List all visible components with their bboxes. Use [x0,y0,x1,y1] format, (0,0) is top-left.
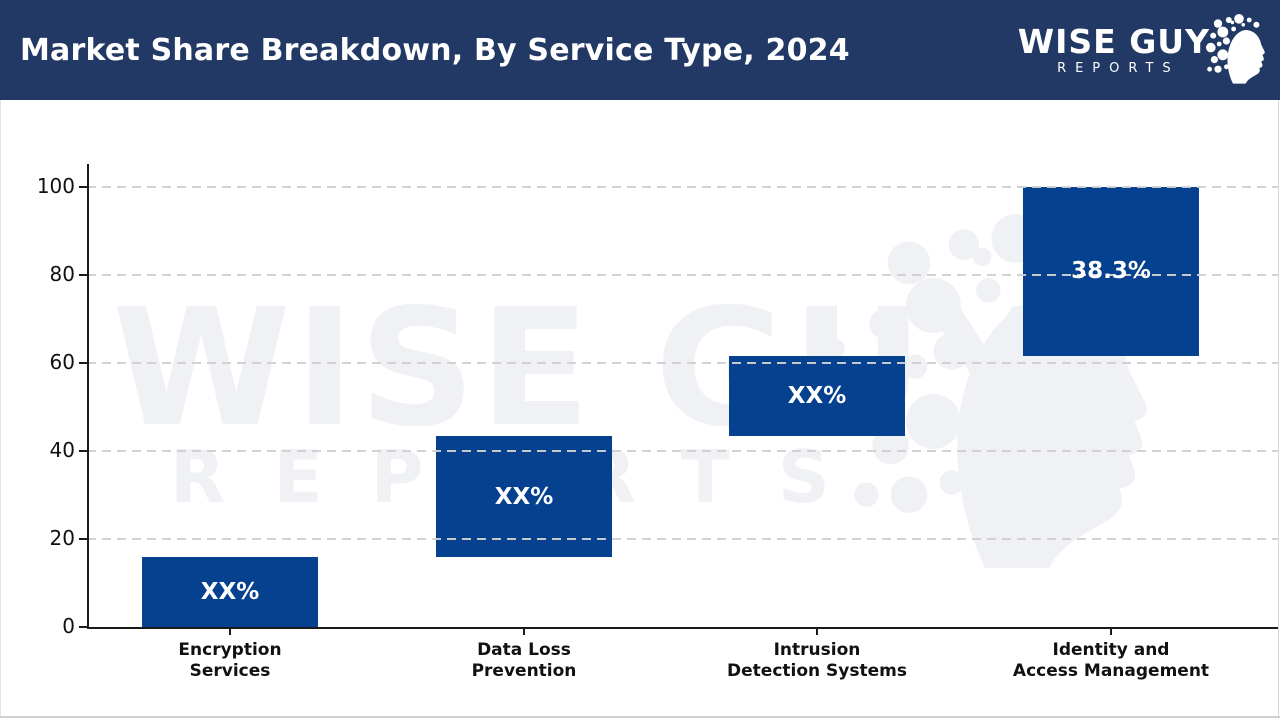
bar-data-loss-prevention [436,436,612,558]
bar-encryption-services [142,557,318,627]
x-category-line: Prevention [471,661,577,681]
x-category-line: Services [189,661,271,681]
bar-value-label-encryption-services: XX% [200,579,260,606]
x-category-line: Detection Systems [727,661,907,681]
x-category-label-encryption-services: Encryption Services [80,640,380,682]
y-tick-label-0: 0 [62,614,75,638]
x-tick-identity-and-access-management [1110,627,1112,635]
bar-value-label-data-loss-prevention: XX% [494,483,554,510]
x-category-label-intrusion-detection-systems: Intrusion Detection Systems [667,640,967,682]
y-tick-40 [79,450,87,452]
y-tick-100 [79,186,87,188]
x-tick-data-loss-prevention [523,627,525,635]
bar-value-label-intrusion-detection-systems: XX% [787,382,847,409]
y-tick-label-40: 40 [49,438,75,462]
x-tick-intrusion-detection-systems [816,627,818,635]
x-category-line: Access Management [1012,661,1210,681]
x-category-label-identity-and-access-management: Identity and Access Management [961,640,1261,682]
frame-left-border [0,100,1,716]
logo-text: WISE GUY REPORTS [1017,21,1210,76]
header-band: Market Share Breakdown, By Service Type,… [0,0,1280,100]
wise-guy-reports-logo: WISE GUY REPORTS [1018,0,1266,100]
y-tick-20 [79,538,87,540]
y-tick-label-60: 60 [49,350,75,374]
gridline-20 [87,538,1278,540]
x-category-line: Data Loss [477,640,571,660]
y-axis-line [87,164,89,629]
watermark-text-line1: WISE GUY [112,275,1049,463]
x-category-line: Intrusion [773,640,861,660]
x-category-line: Identity and [1052,640,1170,660]
dotted-head-profile-icon [1206,14,1265,84]
gridline-80 [87,274,1278,276]
bar-value-label-identity-and-access-management: 38.3% [1071,258,1151,285]
gridline-40 [87,450,1278,452]
page-title: Market Share Breakdown, By Service Type,… [20,32,850,68]
gridline-100 [87,186,1278,188]
y-tick-80 [79,274,87,276]
y-tick-label-80: 80 [49,262,75,286]
frame-right-border [1278,100,1279,716]
x-tick-encryption-services [229,627,231,635]
y-tick-0 [79,626,87,628]
x-category-label-data-loss-prevention: Data Loss Prevention [374,640,674,682]
x-category-line: Encryption [178,640,282,660]
y-tick-label-100: 100 [36,174,75,198]
gridline-60 [87,362,1278,364]
y-tick-60 [79,362,87,364]
y-tick-label-20: 20 [49,526,75,550]
x-axis-line [87,627,1278,629]
frame-bottom-border [0,716,1280,718]
logo-brand-name: WISE GUY [1017,21,1210,61]
logo-brand-subtitle: REPORTS [1057,60,1180,76]
chart-area: WISE GUY REPORTS XX%EncryptionServicesXX… [0,100,1280,720]
